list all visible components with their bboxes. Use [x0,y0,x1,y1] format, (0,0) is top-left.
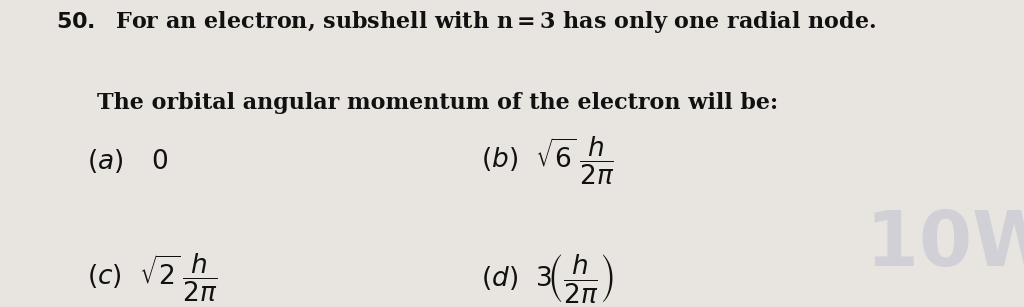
Text: $(a)$   $0$: $(a)$ $0$ [87,147,168,175]
Text: $\mathbf{10W}$: $\mathbf{10W}$ [865,208,1024,282]
Text: $\mathbf{50.}$  For an electron, subshell with n$\mathbf{=}$3 has only one radia: $\mathbf{50.}$ For an electron, subshell… [56,9,877,35]
Text: The orbital angular momentum of the electron will be:: The orbital angular momentum of the elec… [97,92,778,114]
Text: $(d)\ \ 3\!\left(\dfrac{h}{2\pi}\right)$: $(d)\ \ 3\!\left(\dfrac{h}{2\pi}\right)$ [481,252,614,305]
Text: $(c)\ \ \sqrt{2}\,\dfrac{h}{2\pi}$: $(c)\ \ \sqrt{2}\,\dfrac{h}{2\pi}$ [87,252,218,304]
Text: $(b)\ \ \sqrt{6}\,\dfrac{h}{2\pi}$: $(b)\ \ \sqrt{6}\,\dfrac{h}{2\pi}$ [481,135,614,187]
